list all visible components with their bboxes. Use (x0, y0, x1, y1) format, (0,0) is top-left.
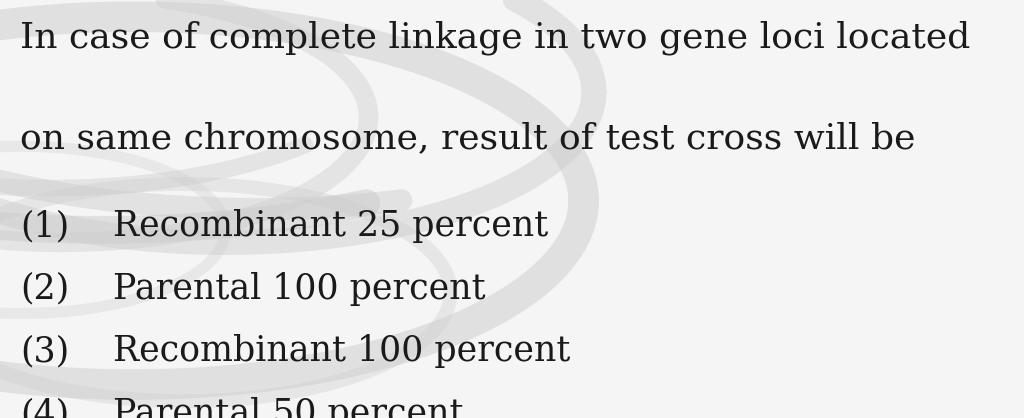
Text: Recombinant 100 percent: Recombinant 100 percent (113, 334, 570, 368)
Text: (3): (3) (20, 334, 70, 368)
Text: (4): (4) (20, 397, 70, 418)
Text: Parental 50 percent: Parental 50 percent (113, 397, 463, 418)
Text: In case of complete linkage in two gene loci located: In case of complete linkage in two gene … (20, 21, 971, 56)
Text: (1): (1) (20, 209, 70, 243)
Text: on same chromosome, result of test cross will be: on same chromosome, result of test cross… (20, 121, 916, 155)
Text: Parental 100 percent: Parental 100 percent (113, 272, 485, 306)
Text: (2): (2) (20, 272, 70, 306)
Text: Recombinant 25 percent: Recombinant 25 percent (113, 209, 548, 243)
